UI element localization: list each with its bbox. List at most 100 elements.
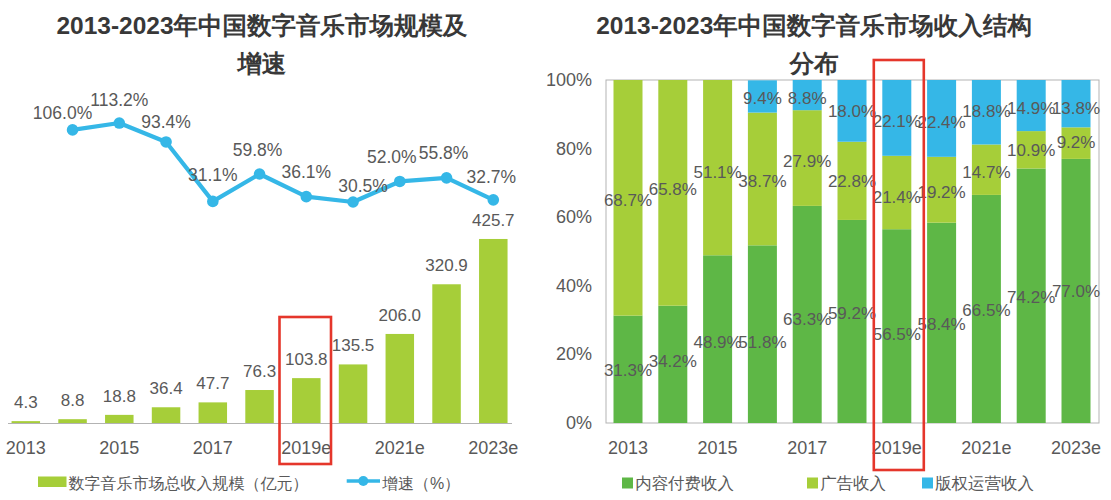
revenue-bar-value-label: 425.7 [472,211,515,230]
right-chart-title-line2: 分布 [789,50,840,77]
right-x-tick-label: 2017 [787,438,827,458]
revenue-bar-value-label: 8.8 [61,391,85,410]
segment-value-label: 63.3% [783,310,831,329]
digital-music-market-infographic: 2013-2023年中国数字音乐市场规模及 增速 4.3 8.8 18.8 36.4 4… [0,0,1111,500]
growth-rate-point-2023e [488,194,500,206]
left-x-tick-label: 2017 [193,438,233,458]
segment-value-label: 77.0% [1052,282,1100,301]
left-x-tick-label: 2015 [99,438,139,458]
right-x-tick-label: 2015 [698,438,738,458]
segment-value-label: 22.1% [873,112,921,131]
growth-rate-point-2014 [67,124,79,136]
revenue-bar-2021e [386,334,415,423]
revenue-bar-2022e [432,284,461,423]
growth-rate-point-2018 [254,168,266,180]
left-x-tick-label: 2019e [281,438,331,458]
segment-value-label: 14.9% [1007,99,1055,118]
right-y-tick-label: 100% [546,70,592,90]
legend-label-revenue: 数字音乐市场总收入规模（亿元） [69,475,309,492]
segment-value-label: 18.0% [828,102,876,121]
right-x-tick-label: 2019e [872,438,922,458]
legend-swatch-广告收入 [807,478,818,489]
right-x-tick-label: 2013 [608,438,648,458]
growth-rate-point-2021e [394,176,406,188]
growth-rate-label: 113.2% [90,90,148,110]
left-plot-area: 4.38.818.836.447.776.3103.8135.5206.0320… [6,90,519,491]
growth-rate-point-2017 [207,196,219,208]
revenue-bar-value-label: 36.4 [150,379,183,398]
segment-value-label: 38.7% [738,172,786,191]
revenue-bar-2020e [339,364,368,423]
growth-rate-label: 31.1% [188,165,238,185]
right-y-tick-label: 40% [556,276,592,296]
growth-rate-label: 106.0% [33,103,92,123]
growth-rate-point-2022e [441,172,453,184]
segment-value-label: 68.7% [604,191,652,210]
growth-rate-label: 36.1% [281,162,331,182]
segment-value-label: 65.8% [649,180,697,199]
revenue-bar-2016 [152,407,181,423]
right-y-tick-label: 0% [566,413,592,433]
segment-value-label: 21.4% [873,188,921,207]
segment-value-label: 56.5% [873,325,921,344]
segment-value-label: 22.8% [828,172,876,191]
growth-rate-point-2016 [160,136,172,148]
left-chart-title-line1: 2013-2023年中国数字音乐市场规模及 [56,12,468,39]
segment-value-label: 66.5% [962,301,1010,320]
revenue-bar-2018 [245,390,273,423]
segment-value-label: 27.9% [783,152,831,171]
segment-value-label: 34.2% [649,352,697,371]
growth-rate-label: 30.5% [338,176,388,196]
legend-dot-growth [358,476,368,486]
right-plot-area: 100%80%60%40%20%0%31.3%34.2%48.9%51.8%63… [546,60,1101,492]
segment-value-label: 48.9% [693,333,741,352]
growth-rate-label: 93.4% [141,112,191,132]
segment-value-label: 9.4% [743,89,782,108]
growth-rate-point-2015 [114,117,126,129]
segment-value-label: 31.3% [604,361,652,380]
right-y-tick-label: 60% [556,207,592,227]
legend-label-广告收入: 广告收入 [820,474,886,492]
revenue-bar-value-label: 47.7 [196,374,229,393]
segment-value-label: 59.2% [828,304,876,323]
segment-value-label: 8.8% [788,89,827,108]
legend-label-内容付费收入: 内容付费收入 [635,474,734,492]
revenue-bar-2014 [58,419,87,423]
legend-swatch-revenue [38,477,67,488]
revenue-bar-value-label: 206.0 [379,306,422,325]
right-chart-title-line1: 2013-2023年中国数字音乐市场收入结构 [596,12,1032,39]
revenue-bar-2019e [292,378,321,423]
revenue-structure-chart: 2013-2023年中国数字音乐市场收入结构 分布 100% 80% 60% 40% 2… [546,12,1101,492]
revenue-bar-value-label: 18.8 [103,387,136,406]
segment-value-label: 13.8% [1052,99,1100,118]
right-y-tick-label: 80% [556,139,592,159]
growth-rate-label: 52.0% [367,147,417,167]
growth-rate-point-2020e [347,196,359,208]
market-size-growth-chart: 2013-2023年中国数字音乐市场规模及 增速 4.3 8.8 18.8 36.4 4… [6,12,519,492]
segment-value-label: 51.8% [738,333,786,352]
revenue-bar-2017 [199,402,228,423]
segment-value-label: 9.2% [1057,133,1096,152]
revenue-bar-2023e [479,239,508,423]
segment-value-label: 14.7% [962,163,1010,182]
segment-value-label: 51.1% [693,163,741,182]
segment-value-label: 18.8% [962,102,1010,121]
revenue-bar-value-label: 135.5 [332,336,375,355]
legend-swatch-版权运营收入 [922,478,933,489]
revenue-bar-value-label: 76.3 [243,362,276,381]
legend-swatch-内容付费收入 [622,478,633,489]
growth-rate-label: 55.8% [419,143,469,163]
right-x-tick-label: 2023e [1051,438,1101,458]
left-chart-title-line2: 增速 [237,50,288,77]
left-x-tick-label: 2013 [6,438,46,458]
segment-value-label: 74.2% [1007,288,1055,307]
left-x-tick-label: 2021e [375,438,425,458]
segment-value-label: 10.9% [1007,141,1055,160]
left-x-tick-label: 2023e [468,438,518,458]
legend-label-版权运营收入: 版权运营收入 [935,474,1034,492]
revenue-bar-value-label: 4.3 [14,393,38,412]
legend-label-growth: 增速（%） [382,475,460,492]
revenue-bar-2013 [12,421,41,423]
growth-rate-label: 59.8% [233,140,283,160]
growth-rate-point-2019e [301,191,313,203]
